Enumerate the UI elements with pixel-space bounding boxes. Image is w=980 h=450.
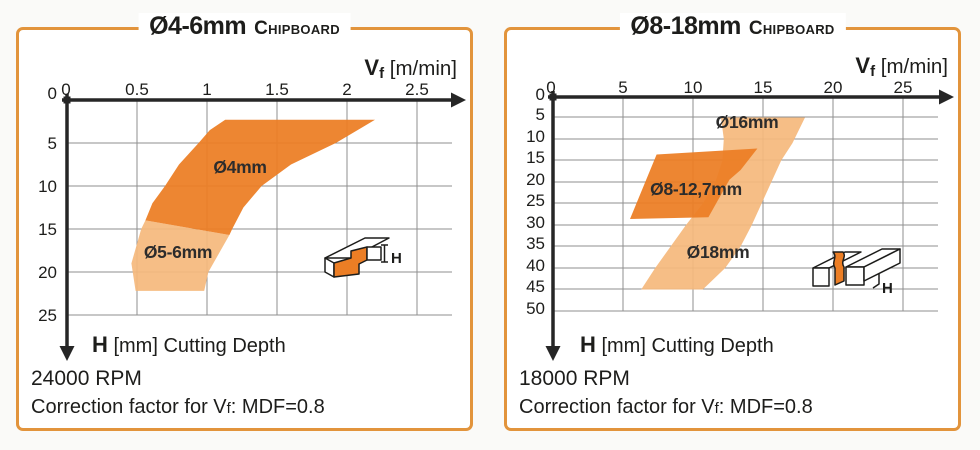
x-tick: 0 xyxy=(61,80,70,99)
h-caption-text: [mm] Cutting Depth xyxy=(595,335,774,357)
y-tick: 25 xyxy=(526,191,545,210)
y-axis-caption: H [mm] Cutting Depth xyxy=(92,332,286,358)
panel-title: Ø4-6mm Chipboard xyxy=(138,12,351,41)
h-symbol: H xyxy=(92,332,108,357)
correction-sub: f xyxy=(226,400,231,417)
band-label-d18mm: Ø18mm xyxy=(687,242,750,262)
y-tick: 20 xyxy=(526,170,545,189)
band-label-d5-6mm: Ø5-6mm xyxy=(144,242,212,262)
band-region-d16-18mm xyxy=(641,117,805,290)
y-tick: 10 xyxy=(38,177,57,196)
x-tick: 5 xyxy=(618,78,627,97)
y-tick: 25 xyxy=(38,306,57,325)
icon-h-label: H xyxy=(391,250,402,267)
x-tick: 25 xyxy=(894,78,913,97)
y-tick-labels: 0 5 10 15 20 25 xyxy=(38,84,57,325)
panel-title: Ø8-18mm Chipboard xyxy=(619,12,846,41)
rpm-text: 24000 RPM xyxy=(31,367,142,390)
x-tick: 0 xyxy=(546,78,555,97)
title-diameter: Ø8-18mm xyxy=(630,12,741,40)
y-tick: 50 xyxy=(526,299,545,318)
x-tick: 15 xyxy=(754,78,773,97)
y-tick: 10 xyxy=(526,127,545,146)
x-tick: 20 xyxy=(824,78,843,97)
y-tick: 5 xyxy=(536,105,545,124)
x-axis-arrow-icon xyxy=(939,89,954,105)
y-tick: 15 xyxy=(38,220,57,239)
x-axis-arrow-icon xyxy=(451,92,466,108)
h-symbol: H xyxy=(580,332,596,357)
correction-text: Correction factor for Vf: MDF=0.8 xyxy=(31,396,325,419)
band-label-d8-12mm: Ø8-12,7mm xyxy=(650,179,742,199)
band-region-d4mm xyxy=(145,119,375,235)
y-axis-caption: H [mm] Cutting Depth xyxy=(580,332,774,358)
h-caption-text: [mm] Cutting Depth xyxy=(107,335,286,357)
correction-pre: Correction factor for V xyxy=(31,396,227,418)
y-axis-arrow-icon xyxy=(59,346,75,361)
axes xyxy=(548,91,940,347)
vf-unit: [m/min] xyxy=(875,55,948,78)
band-label-d4mm: Ø4mm xyxy=(213,157,266,177)
correction-text: Correction factor for Vf: MDF=0.8 xyxy=(519,396,813,419)
title-material: Chipboard xyxy=(254,18,340,39)
y-tick: 35 xyxy=(526,234,545,253)
y-tick: 40 xyxy=(526,256,545,275)
correction-post: : MDF=0.8 xyxy=(718,396,813,418)
y-tick: 5 xyxy=(48,134,57,153)
correction-pre: Correction factor for V xyxy=(519,396,715,418)
title-diameter: Ø4-6mm xyxy=(149,12,247,40)
icon-h-label: H xyxy=(882,280,893,297)
y-tick: 45 xyxy=(526,277,545,296)
x-tick: 10 xyxy=(684,78,703,97)
band-region-d8-12mm xyxy=(630,148,758,219)
vf-sub: f xyxy=(870,63,876,80)
vf-sub: f xyxy=(379,65,385,82)
band-label-d16mm: Ø16mm xyxy=(716,112,779,132)
y-tick: 30 xyxy=(526,213,545,232)
chart-plot: 0 0.5 1 1.5 2 2.5 0 5 10 15 20 25 Vf [m/… xyxy=(38,55,466,361)
chart-panel-8-18mm: Ø8-18mm Chipboard xyxy=(504,12,961,431)
x-tick: 1 xyxy=(202,80,211,99)
vf-unit: [m/min] xyxy=(384,57,457,80)
band-region-d5-6mm xyxy=(131,220,230,291)
x-tick: 2.5 xyxy=(405,80,429,99)
x-tick-labels: 0 5 10 15 20 25 xyxy=(546,78,912,97)
cutting-depth-slot-icon: H xyxy=(812,248,901,297)
axis-origin-dot xyxy=(63,96,71,104)
axes xyxy=(62,94,452,347)
y-tick: 0 xyxy=(48,84,57,103)
y-axis-arrow-icon xyxy=(545,346,561,361)
chart-panel-4-6mm: Ø4-6mm Chipboard 0 0 xyxy=(16,12,473,431)
y-tick-labels: 0 5 10 15 20 25 30 35 40 45 50 xyxy=(526,85,545,318)
vf-v: V xyxy=(855,53,870,78)
chart-plot: 0 5 10 15 20 25 0 5 10 15 20 25 30 35 40… xyxy=(526,53,954,361)
x-tick: 2 xyxy=(342,80,351,99)
y-tick: 0 xyxy=(536,85,545,104)
x-tick-labels: 0 0.5 1 1.5 2 2.5 xyxy=(61,80,429,99)
title-material: Chipboard xyxy=(748,18,835,39)
vf-v: V xyxy=(364,55,379,80)
x-axis-label: Vf [m/min] xyxy=(364,55,457,82)
correction-post: : MDF=0.8 xyxy=(230,396,325,418)
rpm-text: 18000 RPM xyxy=(519,367,630,390)
cutting-depth-rabbet-icon: H xyxy=(324,237,402,278)
y-tick: 20 xyxy=(38,263,57,282)
y-tick: 15 xyxy=(526,148,545,167)
x-tick: 1.5 xyxy=(265,80,289,99)
correction-sub: f xyxy=(714,400,719,417)
x-axis-label: Vf [m/min] xyxy=(855,53,948,80)
x-tick: 0.5 xyxy=(125,80,149,99)
axis-origin-dot xyxy=(549,93,557,101)
